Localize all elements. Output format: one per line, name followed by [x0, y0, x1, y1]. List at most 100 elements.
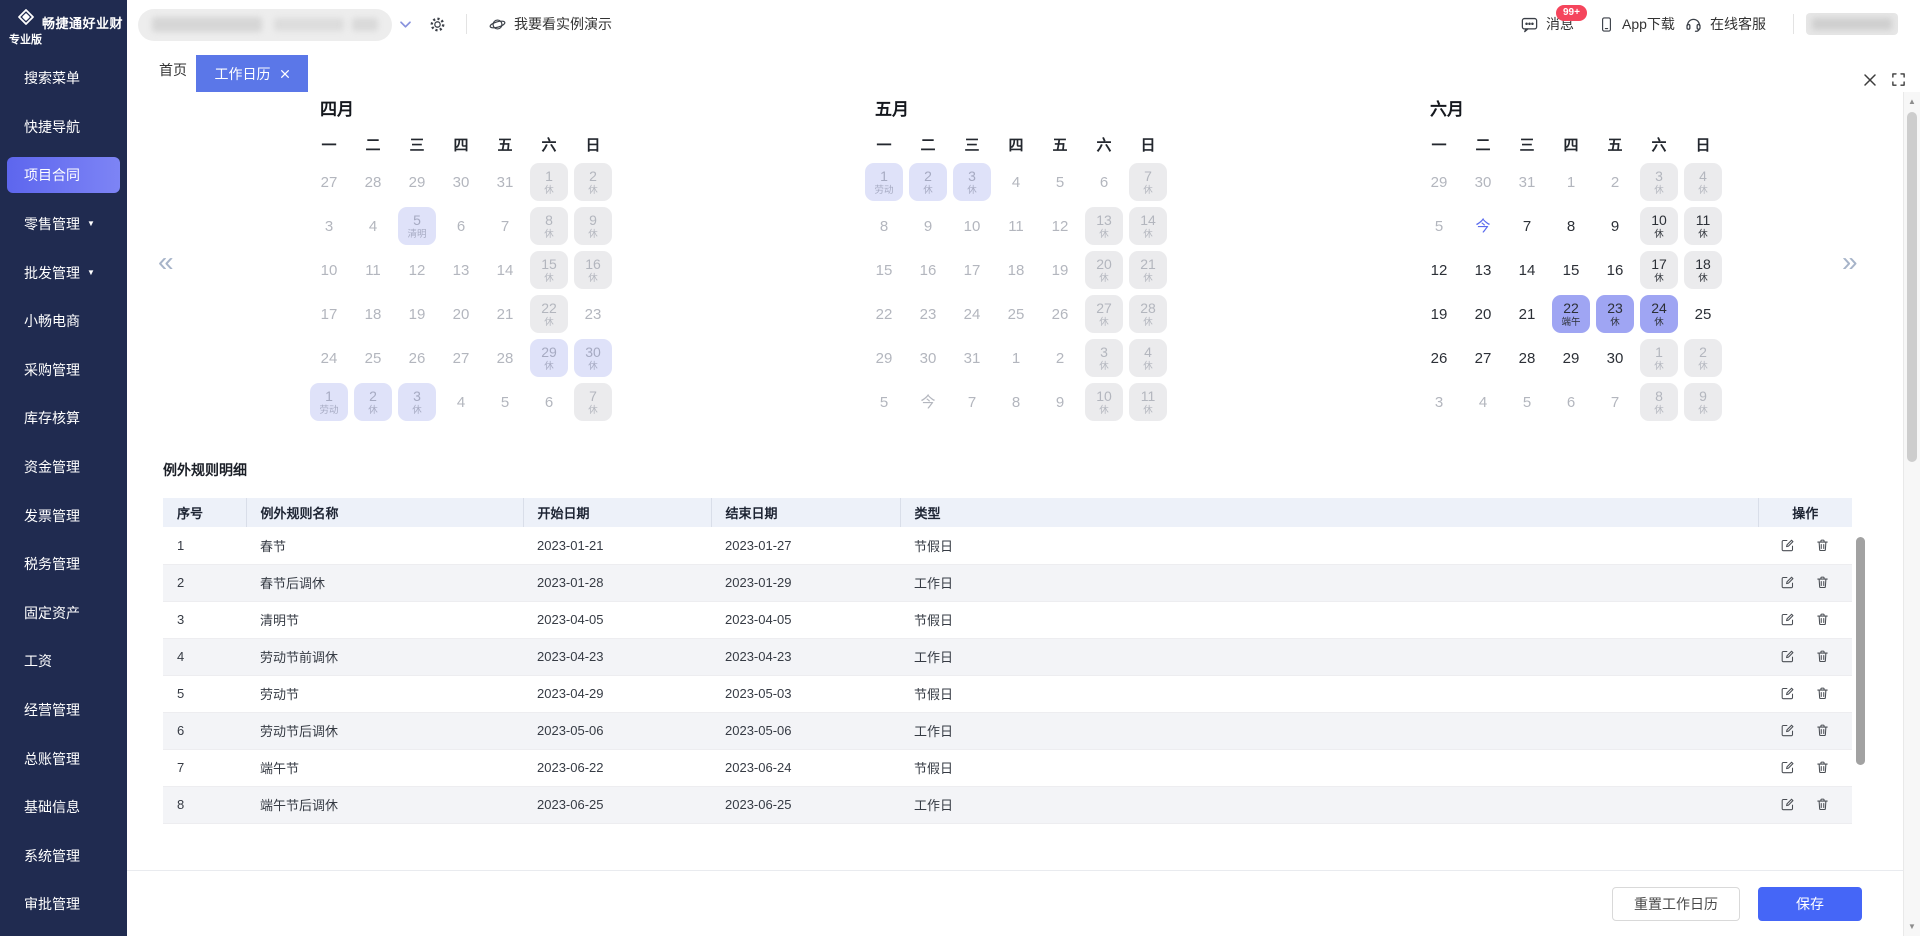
calendar-day-cell[interactable]: 1: [1011, 349, 1021, 367]
calendar-day-cell[interactable]: 21 休: [1126, 248, 1170, 292]
calendar-day-cell[interactable]: 8: [879, 217, 889, 235]
global-search-input[interactable]: [138, 9, 392, 41]
calendar-day-cell[interactable]: 24: [963, 305, 981, 323]
calendar-day-cell[interactable]: 15 休: [527, 248, 571, 292]
calendar-day-cell[interactable]: 28 休: [1126, 292, 1170, 336]
edit-icon[interactable]: [1780, 760, 1795, 775]
user-menu[interactable]: [1806, 13, 1898, 35]
sidebar-item-项目合同[interactable]: 项目合同: [7, 157, 120, 194]
calendar-day-cell[interactable]: 7: [967, 393, 977, 411]
calendar-day-cell[interactable]: 29: [1430, 173, 1448, 191]
calendar-day-cell[interactable]: 14 休: [1126, 204, 1170, 248]
edit-icon[interactable]: [1780, 649, 1795, 664]
calendar-day-cell[interactable]: 8: [1011, 393, 1021, 411]
calendar-day-cell[interactable]: 1 劳动: [862, 160, 906, 204]
calendar-day-cell[interactable]: 9: [1610, 217, 1620, 235]
calendar-day-cell[interactable]: 10: [963, 217, 981, 235]
calendar-day-cell[interactable]: 30: [1474, 173, 1492, 191]
calendar-day-cell[interactable]: 5: [500, 393, 510, 411]
sidebar-item-小畅电商[interactable]: 小畅电商: [0, 297, 127, 346]
calendar-day-cell[interactable]: 30: [1606, 349, 1624, 367]
calendar-day-cell[interactable]: 今: [1475, 217, 1491, 235]
calendar-day-cell[interactable]: 13: [452, 261, 470, 279]
calendar-day-cell[interactable]: 2: [1610, 173, 1620, 191]
calendar-day-cell[interactable]: 13: [1474, 261, 1492, 279]
edit-icon[interactable]: [1780, 723, 1795, 738]
settings-gear-icon[interactable]: [428, 15, 447, 34]
calendar-day-cell[interactable]: 27: [1474, 349, 1492, 367]
tab-close-icon[interactable]: [280, 69, 290, 79]
calendar-day-cell[interactable]: 10: [320, 261, 338, 279]
calendar-day-cell[interactable]: 14: [1518, 261, 1536, 279]
calendar-day-cell[interactable]: 26: [1051, 305, 1069, 323]
close-icon[interactable]: [1862, 72, 1878, 88]
calendar-day-cell[interactable]: 12: [1430, 261, 1448, 279]
calendar-day-cell[interactable]: 25: [364, 349, 382, 367]
calendar-day-cell[interactable]: 10 休: [1637, 204, 1681, 248]
calendar-day-cell[interactable]: 4: [456, 393, 466, 411]
calendar-day-cell[interactable]: 5: [1434, 217, 1444, 235]
calendar-day-cell[interactable]: 7: [1610, 393, 1620, 411]
sidebar-item-搜索菜单[interactable]: 搜索菜单: [0, 54, 127, 103]
calendar-day-cell[interactable]: 18 休: [1681, 248, 1725, 292]
calendar-day-cell[interactable]: 20: [1474, 305, 1492, 323]
calendar-day-cell[interactable]: 27: [320, 173, 338, 191]
calendar-day-cell[interactable]: 5 清明: [395, 204, 439, 248]
calendar-day-cell[interactable]: 19: [1430, 305, 1448, 323]
calendar-day-cell[interactable]: 27: [452, 349, 470, 367]
calendar-day-cell[interactable]: 15: [1562, 261, 1580, 279]
delete-icon[interactable]: [1815, 797, 1830, 812]
calendar-day-cell[interactable]: 22 端午: [1549, 292, 1593, 336]
calendar-day-cell[interactable]: 2: [1055, 349, 1065, 367]
app-download-link[interactable]: App下载: [1598, 0, 1675, 48]
calendar-day-cell[interactable]: 28: [364, 173, 382, 191]
sidebar-item-经营管理[interactable]: 经营管理: [0, 686, 127, 735]
calendar-day-cell[interactable]: 23: [919, 305, 937, 323]
calendar-day-cell[interactable]: 6: [544, 393, 554, 411]
calendar-day-cell[interactable]: 5: [879, 393, 889, 411]
reset-calendar-button[interactable]: 重置工作日历: [1612, 886, 1740, 921]
calendar-day-cell[interactable]: 29: [408, 173, 426, 191]
calendar-day-cell[interactable]: 17: [320, 305, 338, 323]
calendar-day-cell[interactable]: 今: [920, 393, 936, 411]
calendar-day-cell[interactable]: 11: [1008, 217, 1024, 235]
edit-icon[interactable]: [1780, 575, 1795, 590]
calendar-day-cell[interactable]: 29: [1562, 349, 1580, 367]
sidebar-item-资金管理[interactable]: 资金管理: [0, 443, 127, 492]
calendar-day-cell[interactable]: 17: [963, 261, 981, 279]
sidebar-item-快捷导航[interactable]: 快捷导航: [0, 103, 127, 152]
calendar-day-cell[interactable]: 7: [500, 217, 510, 235]
calendar-day-cell[interactable]: 6: [456, 217, 466, 235]
delete-icon[interactable]: [1815, 760, 1830, 775]
calendar-day-cell[interactable]: 22: [875, 305, 893, 323]
calendar-day-cell[interactable]: 28: [1518, 349, 1536, 367]
table-scrollbar-thumb[interactable]: [1856, 537, 1865, 765]
calendar-day-cell[interactable]: 9: [923, 217, 933, 235]
calendar-day-cell[interactable]: 13 休: [1082, 204, 1126, 248]
calendar-day-cell[interactable]: 31: [1518, 173, 1536, 191]
calendar-day-cell[interactable]: 7: [1522, 217, 1532, 235]
calendar-day-cell[interactable]: 29 休: [527, 336, 571, 380]
page-scrollbar[interactable]: ▲ ▼: [1903, 92, 1920, 936]
calendar-day-cell[interactable]: 3: [324, 217, 334, 235]
calendar-day-cell[interactable]: 12: [1051, 217, 1069, 235]
calendar-day-cell[interactable]: 23: [584, 305, 602, 323]
sidebar-item-工资[interactable]: 工资: [0, 637, 127, 686]
sidebar-item-库存核算[interactable]: 库存核算: [0, 394, 127, 443]
calendar-day-cell[interactable]: 19: [1051, 261, 1069, 279]
calendar-day-cell[interactable]: 18: [1007, 261, 1025, 279]
delete-icon[interactable]: [1815, 538, 1830, 553]
demo-link[interactable]: 我要看实例演示: [488, 0, 612, 48]
